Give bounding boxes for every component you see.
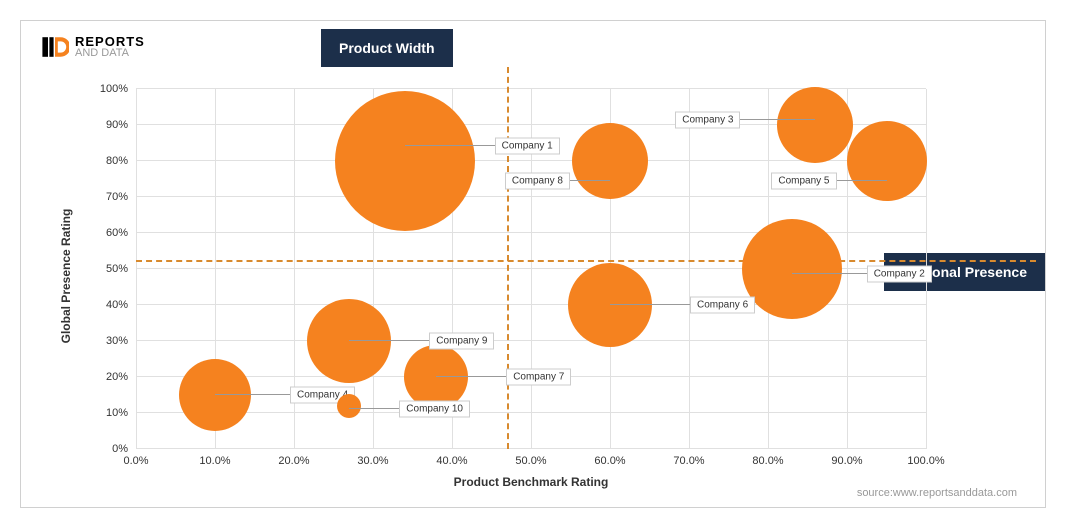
grid-line-h: [136, 412, 926, 413]
y-tick-label: 70%: [106, 191, 128, 203]
logo-icon: [41, 33, 69, 61]
x-tick-label: 80.0%: [752, 455, 783, 467]
y-tick-label: 60%: [106, 227, 128, 239]
leader-line: [215, 394, 290, 395]
plot-area: Product Benchmark Rating Global Presence…: [136, 89, 926, 449]
x-tick-label: 60.0%: [594, 455, 625, 467]
x-tick-label: 20.0%: [278, 455, 309, 467]
leader-line: [837, 180, 887, 181]
leader-line: [405, 145, 495, 146]
leader-line: [349, 340, 429, 341]
bubble-label: Company 5: [771, 173, 836, 190]
bubble-label: Company 8: [505, 173, 570, 190]
y-axis-title: Global Presence Rating: [59, 209, 73, 344]
y-tick-label: 20%: [106, 371, 128, 383]
y-tick-label: 0%: [112, 443, 128, 455]
bubble-label: Company 6: [690, 297, 755, 314]
x-tick-label: 40.0%: [436, 455, 467, 467]
leader-line: [570, 180, 610, 181]
leader-line: [436, 376, 506, 377]
bubble: [335, 91, 475, 231]
bubble-label: Company 9: [429, 333, 494, 350]
bubble-label: Company 1: [495, 138, 560, 155]
bubble: [847, 121, 927, 201]
y-tick-label: 90%: [106, 119, 128, 131]
y-tick-label: 40%: [106, 299, 128, 311]
bubble: [572, 123, 648, 199]
bubble-label: Company 3: [675, 112, 740, 129]
x-tick-label: 100.0%: [907, 455, 944, 467]
x-tick-label: 50.0%: [515, 455, 546, 467]
leader-line: [740, 119, 815, 120]
bubble: [179, 359, 251, 431]
bubble-label: Company 7: [506, 369, 571, 386]
y-tick-label: 100%: [100, 83, 128, 95]
chart-container: REPORTS AND DATA Product Width Regional …: [20, 20, 1046, 508]
leader-line: [610, 304, 690, 305]
y-tick-label: 50%: [106, 263, 128, 275]
source-text: source:www.reportsanddata.com: [857, 487, 1017, 499]
leader-line: [349, 408, 399, 409]
y-tick-label: 30%: [106, 335, 128, 347]
logo-text-anddata: AND DATA: [75, 48, 145, 59]
bubble-label: Company 10: [399, 400, 470, 417]
leader-line: [792, 273, 867, 274]
y-tick-label: 80%: [106, 155, 128, 167]
x-tick-label: 90.0%: [831, 455, 862, 467]
bubble: [337, 394, 361, 418]
x-tick-label: 10.0%: [199, 455, 230, 467]
bubble-label: Company 2: [867, 266, 932, 283]
bubble: [742, 219, 842, 319]
x-tick-label: 30.0%: [357, 455, 388, 467]
bubble: [568, 263, 652, 347]
y-tick-label: 10%: [106, 407, 128, 419]
bubble: [777, 87, 853, 163]
grid-line-h: [136, 340, 926, 341]
reference-line-vertical: [507, 67, 509, 449]
x-axis-title: Product Benchmark Rating: [454, 475, 609, 489]
grid-line-v: [689, 89, 690, 449]
reference-line-horizontal: [136, 260, 1036, 262]
x-tick-label: 0.0%: [123, 455, 148, 467]
grid-line-h: [136, 448, 926, 449]
banner-product-width: Product Width: [321, 29, 453, 67]
grid-line-v: [136, 89, 137, 449]
grid-line-h: [136, 196, 926, 197]
x-tick-label: 70.0%: [673, 455, 704, 467]
logo: REPORTS AND DATA: [41, 33, 145, 61]
bubble: [307, 299, 391, 383]
